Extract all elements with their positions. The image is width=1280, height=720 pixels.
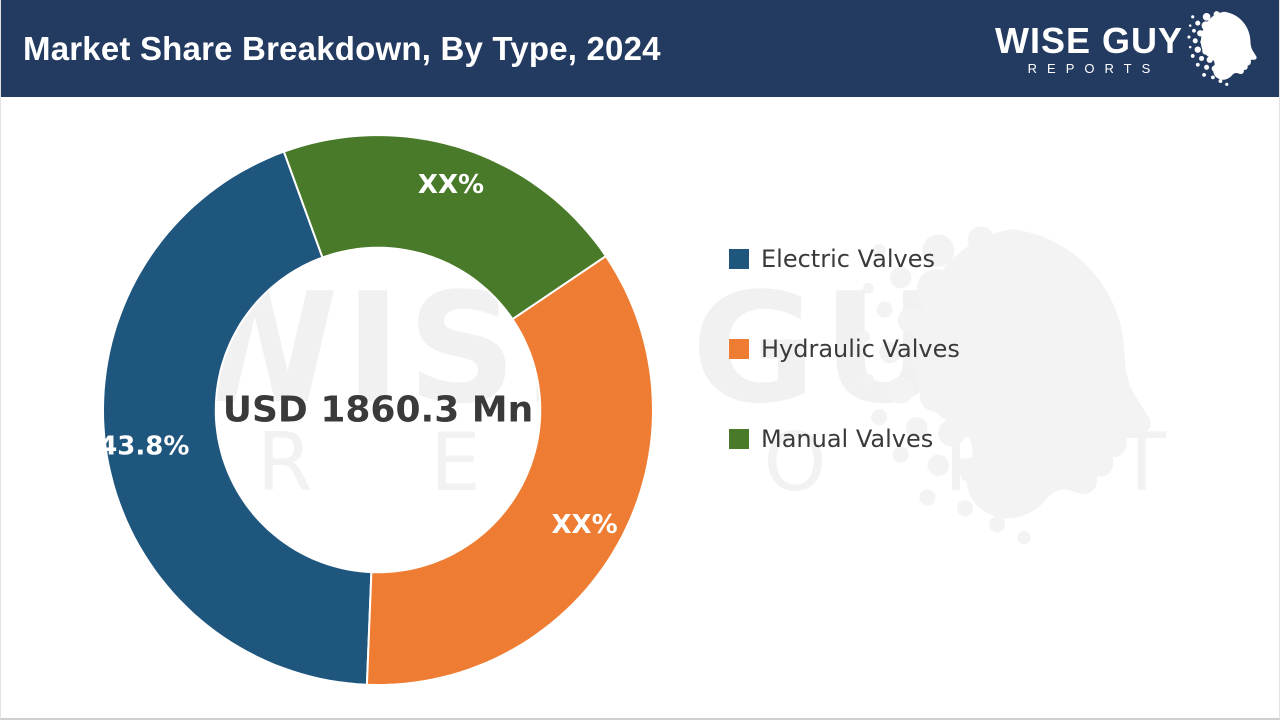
header-bar: Market Share Breakdown, By Type, 2024 WI…: [1, 0, 1279, 97]
legend-swatch-manual-valves: [729, 429, 749, 449]
legend-item-manual-valves: Manual Valves: [729, 425, 960, 453]
page-title: Market Share Breakdown, By Type, 2024: [23, 29, 661, 67]
slice-label-manual-valves: XX%: [418, 170, 484, 200]
donut-center-value: USD 1860.3 Mn: [223, 390, 533, 431]
donut-slice-manual-valves: [282, 134, 607, 321]
logo-text: WISE GUY REPORTS: [994, 19, 1183, 76]
legend-swatch-hydraulic-valves: [729, 339, 749, 359]
donut-chart: USD 1860.3 Mn 43.8% XX% XX%: [99, 134, 654, 686]
donut-slice-hydraulic-valves: [365, 255, 654, 686]
chart-area: WISE GUY R E P O R T S USD 1860.3 Mn 43.…: [1, 97, 1280, 718]
logo-wordmark: WISE GUY: [994, 19, 1183, 61]
slice-label-electric-valves: 43.8%: [99, 431, 189, 461]
legend-item-hydraulic-valves: Hydraulic Valves: [729, 335, 960, 363]
chart-legend: Electric Valves Hydraulic Valves Manual …: [729, 245, 960, 515]
legend-swatch-electric-valves: [729, 249, 749, 269]
logo-dotted-face-icon: [1187, 10, 1257, 86]
logo-subtitle: REPORTS: [1027, 60, 1161, 76]
slice-label-hydraulic-valves: XX%: [552, 510, 618, 540]
legend-label: Manual Valves: [761, 425, 934, 453]
legend-label: Hydraulic Valves: [761, 335, 960, 363]
legend-label: Electric Valves: [761, 245, 935, 273]
wise-guy-reports-logo: WISE GUY REPORTS: [995, 8, 1261, 90]
legend-item-electric-valves: Electric Valves: [729, 245, 960, 273]
